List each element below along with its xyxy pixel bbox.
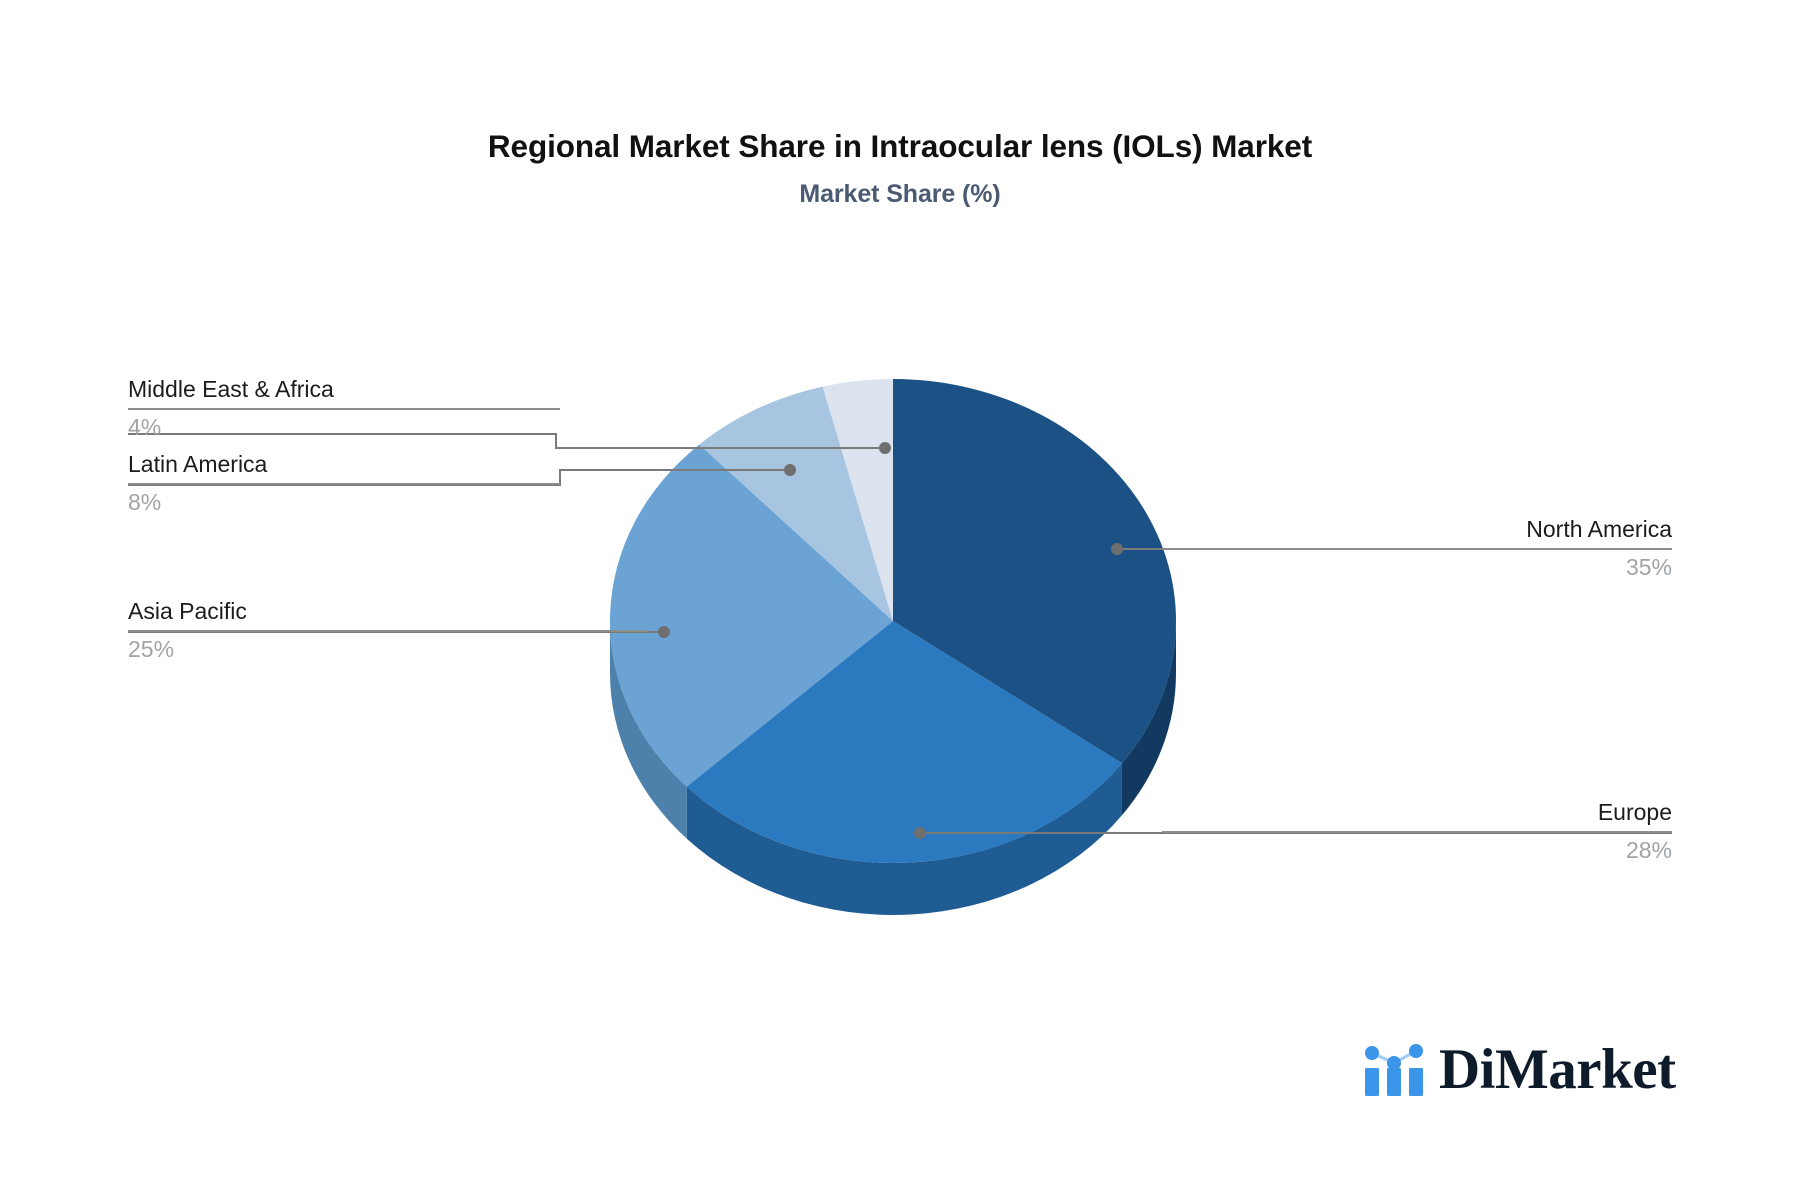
pie-slice-north-america: [893, 379, 1176, 764]
callout-latin-america: Latin America 8%: [128, 450, 560, 517]
leader-line-latin-america: [128, 469, 790, 486]
leader-dot-north-america: [1111, 543, 1123, 555]
chart-subtitle: Market Share (%): [799, 180, 1001, 209]
callout-value-latin-america: 8%: [128, 488, 162, 515]
callout-value-north-america: 35%: [1625, 553, 1672, 580]
callout-label-latin-america: Latin America: [128, 451, 268, 477]
callout-label-europe: Europe: [1597, 799, 1672, 825]
brand-logo: DiMarket: [1363, 1040, 1676, 1098]
leader-dot-europe: [914, 827, 926, 839]
pie-slice-latin-america: [699, 386, 893, 621]
callout-rule-latin-america: [128, 482, 560, 485]
callout-europe: Europe 28%: [1162, 798, 1672, 865]
pie-slice-asia-pacific: [610, 444, 893, 787]
callout-rule-mea: [128, 407, 560, 410]
leader-dots: [658, 442, 1123, 839]
chart-title: Regional Market Share in Intraocular len…: [487, 128, 1313, 164]
callout-rule-europe: [1162, 830, 1672, 833]
pie-slices: [610, 379, 1176, 863]
callout-asia-pacific: Asia Pacific 25%: [128, 597, 648, 664]
leader-line-mea: [128, 433, 885, 449]
callout-north-america: North America 35%: [1162, 515, 1672, 582]
callout-label-mea: Middle East & Africa: [128, 376, 334, 402]
callout-value-asia-pacific: 25%: [128, 635, 175, 662]
pie-3d-sides: [610, 621, 1176, 915]
leader-dot-latin-america: [784, 464, 796, 476]
bar-chart-icon: [1365, 1044, 1423, 1096]
callout-value-europe: 28%: [1625, 836, 1672, 863]
leader-dot-mea: [879, 442, 891, 454]
callout-value-mea: 4%: [128, 413, 162, 440]
pie-slice-middle-east-africa: [822, 379, 893, 621]
callout-mea: Middle East & Africa 4%: [128, 375, 560, 442]
callout-rule-north-america: [1162, 547, 1672, 550]
pie-slice-side-europe: [686, 763, 1122, 915]
title-block: Regional Market Share in Intraocular len…: [0, 128, 1800, 209]
leader-dot-asia-pacific: [658, 626, 670, 638]
callout-rule-asia-pacific: [128, 629, 648, 632]
callout-label-asia-pacific: Asia Pacific: [128, 598, 247, 624]
callout-label-north-america: North America: [1526, 516, 1672, 542]
pie-slice-europe: [686, 621, 1122, 863]
pie-slice-side-asia-pacific: [610, 621, 687, 839]
brand-logo-text: DiMarket: [1439, 1037, 1676, 1101]
pie-slice-side-north-america: [1121, 621, 1176, 816]
